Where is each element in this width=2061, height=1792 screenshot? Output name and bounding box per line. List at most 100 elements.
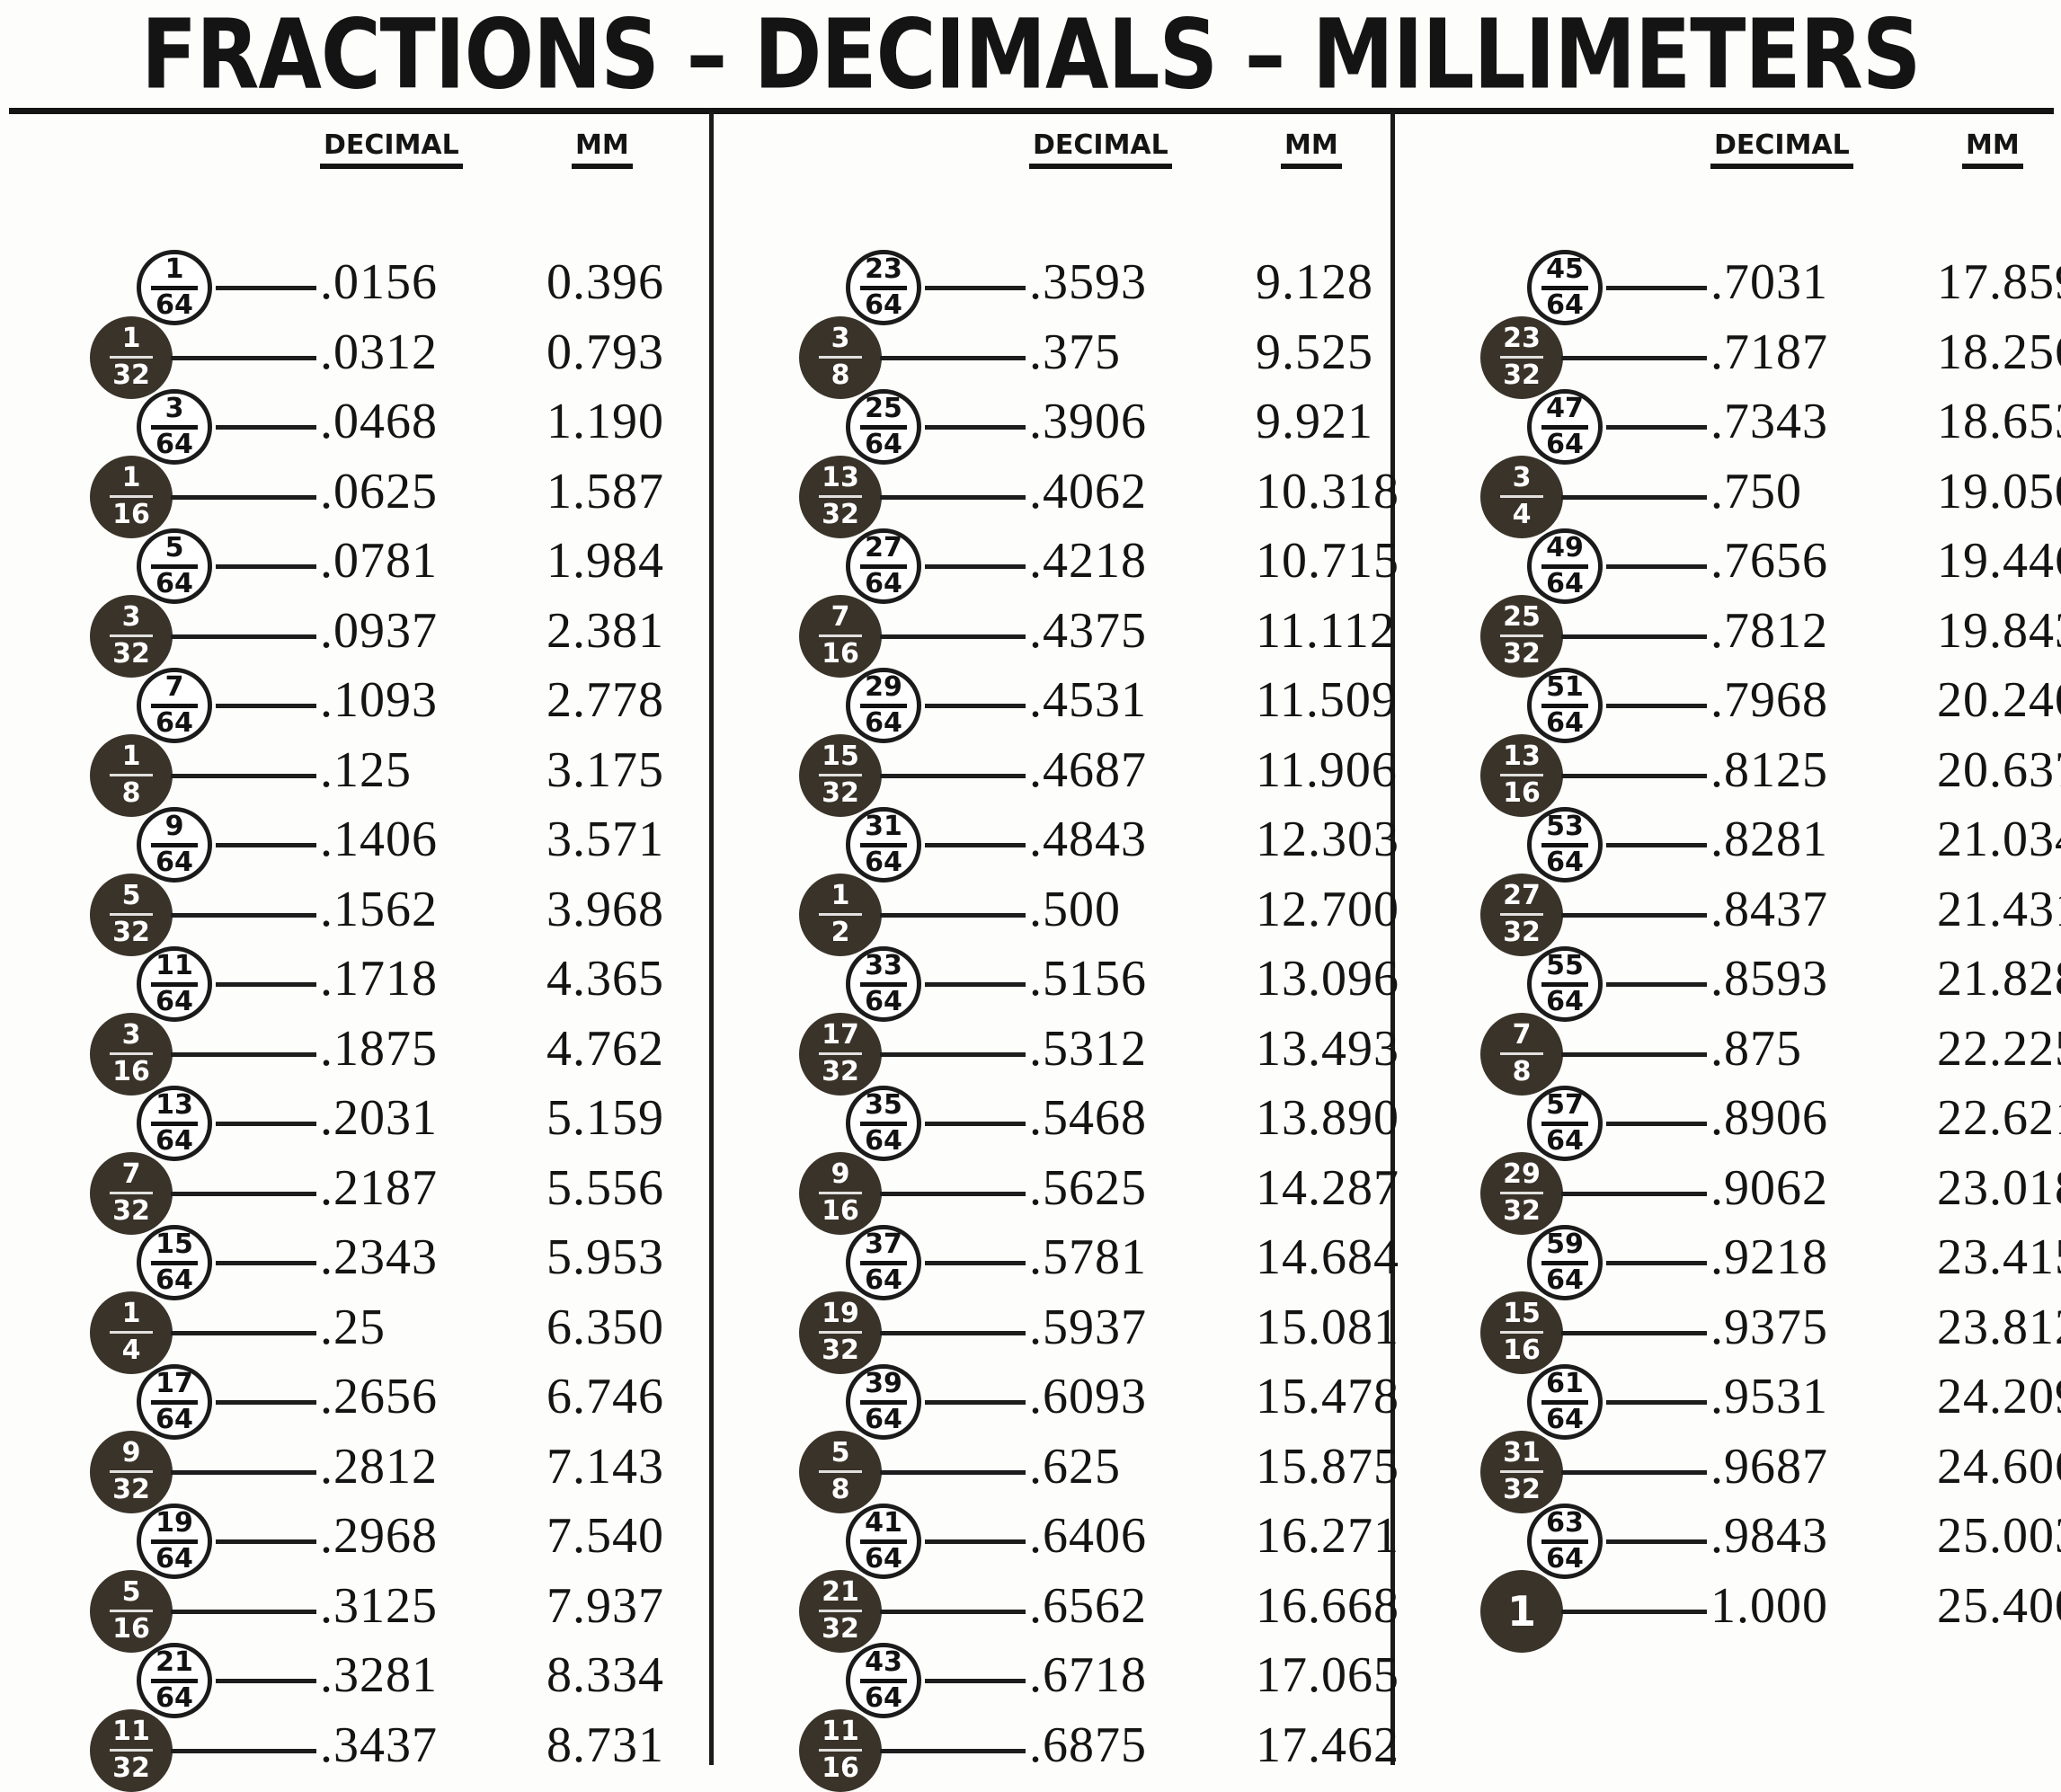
fraction-bubble[interactable]: 29 64 [846,668,921,743]
mm-value: 11.112 [1256,602,1396,659]
fraction-numerator: 11 [112,1716,150,1747]
fraction-bubble[interactable]: 23 32 [1480,315,1563,399]
fraction-bubble[interactable]: 1 [1480,1569,1563,1653]
fraction-bubble[interactable]: 57 64 [1527,1086,1603,1161]
fraction-bubble[interactable]: 61 64 [1527,1364,1603,1440]
decimal-value: .8281 [1710,812,1828,867]
fraction-bubble[interactable]: 13 32 [799,455,882,538]
fraction-denominator: 64 [155,429,193,460]
table-row: 35 64.5468 13.890 [709,1069,1418,1161]
table-row: 25 64.3906 9.921 [709,373,1418,465]
fraction-bubble[interactable]: 47 64 [1527,389,1603,465]
fraction-denominator: 32 [822,499,859,530]
fraction-numerator: 1 [164,253,184,285]
fraction-bar [151,1261,198,1265]
fraction-bubble[interactable]: 1 32 [90,315,173,399]
fraction-bubble[interactable]: 9 32 [90,1430,173,1513]
fraction-denominator: 32 [1503,1195,1541,1227]
fraction-bubble[interactable]: 15 32 [799,733,882,817]
mm-value: 4.365 [546,951,664,1007]
fraction-denominator: 64 [1546,707,1584,739]
fraction-bubble[interactable]: 27 32 [1480,873,1563,956]
fraction-denominator: 32 [112,1474,150,1505]
fraction-bubble[interactable]: 59 64 [1527,1225,1603,1300]
fraction-bubble[interactable]: 55 64 [1527,946,1603,1022]
fraction-bubble[interactable]: 13 64 [137,1086,212,1161]
fraction-bubble[interactable]: 35 64 [846,1086,921,1161]
fraction-bubble[interactable]: 45 64 [1527,250,1603,325]
leader-line [925,1539,1026,1544]
fraction-bubble[interactable]: 33 64 [846,946,921,1022]
fraction-bubble[interactable]: 3 16 [90,1012,173,1096]
leader-line [171,912,316,918]
fraction-bubble[interactable]: 9 64 [137,807,212,883]
leader-line [1561,355,1707,360]
mm-value: 9.921 [1256,394,1373,449]
fraction-numerator: 57 [1546,1089,1584,1121]
fraction-bubble[interactable]: 15 64 [137,1225,212,1300]
fraction-bubble[interactable]: 19 64 [137,1504,212,1579]
fraction-numerator: 29 [865,671,902,703]
fraction-bubble[interactable]: 7 16 [799,594,882,678]
fraction-bubble[interactable]: 15 16 [1480,1291,1563,1374]
fraction-bubble[interactable]: 49 64 [1527,528,1603,604]
fraction-bar [1500,634,1543,637]
fraction-bubble[interactable]: 27 64 [846,528,921,604]
fraction-bubble[interactable]: 17 32 [799,1012,882,1096]
fraction-bubble[interactable]: 7 32 [90,1151,173,1235]
fraction-numerator: 7 [1512,1019,1532,1051]
fraction-bubble[interactable]: 53 64 [1527,807,1603,883]
fraction-bubble[interactable]: 11 16 [799,1708,882,1792]
fraction-bubble[interactable]: 23 64 [846,250,921,325]
fraction-bubble[interactable]: 17 64 [137,1364,212,1440]
table-row: 21 64.3281 8.334 [0,1627,709,1718]
fraction-bubble[interactable]: 13 16 [1480,733,1563,817]
mm-value: 18.256 [1937,324,2061,380]
decimal-value: .2812 [320,1438,438,1495]
mm-value: 18.653 [1937,394,2061,449]
fraction-bubble[interactable]: 31 32 [1480,1430,1563,1513]
fraction-bubble[interactable]: 3 64 [137,389,212,465]
fraction-bubble[interactable]: 21 64 [137,1643,212,1718]
fraction-bubble[interactable]: 1 16 [90,455,173,538]
fraction-bubble[interactable]: 5 32 [90,873,173,956]
fraction-denominator: 64 [155,847,193,878]
fraction-bar [860,1539,907,1544]
mm-value: 2.778 [546,672,664,728]
fraction-numerator: 5 [121,880,141,911]
fraction-bubble[interactable]: 5 16 [90,1569,173,1653]
mm-value: 3.175 [546,741,664,798]
fraction-bubble[interactable]: 9 16 [799,1151,882,1235]
fraction-bubble[interactable]: 11 64 [137,946,212,1022]
fraction-bubble[interactable]: 31 64 [846,807,921,883]
fraction-bubble[interactable]: 21 32 [799,1569,882,1653]
fraction-numerator: 3 [1512,462,1532,493]
fraction-bubble[interactable]: 1 64 [137,250,212,325]
fraction-bubble[interactable]: 25 32 [1480,594,1563,678]
fraction-bubble[interactable]: 41 64 [846,1504,921,1579]
fraction-denominator: 64 [865,1264,902,1296]
fraction-bubble[interactable]: 39 64 [846,1364,921,1440]
fraction-bubble[interactable]: 25 64 [846,389,921,465]
fraction-bubble[interactable]: 51 64 [1527,668,1603,743]
fraction-bubble[interactable]: 19 32 [799,1291,882,1374]
fraction-bubble[interactable]: 43 64 [846,1643,921,1718]
fraction-bubble[interactable]: 37 64 [846,1225,921,1300]
fraction-bubble[interactable]: 7 64 [137,668,212,743]
fraction-bubble[interactable]: 3 32 [90,594,173,678]
mm-value: 12.303 [1256,812,1399,867]
fraction-numerator: 17 [822,1019,859,1051]
fraction-bubble[interactable]: 5 64 [137,528,212,604]
fraction-bubble[interactable]: 11 32 [90,1708,173,1792]
fraction-bubble[interactable]: 63 64 [1527,1504,1603,1579]
mm-value: 0.396 [546,254,664,310]
fraction-bubble[interactable]: 29 32 [1480,1151,1563,1235]
